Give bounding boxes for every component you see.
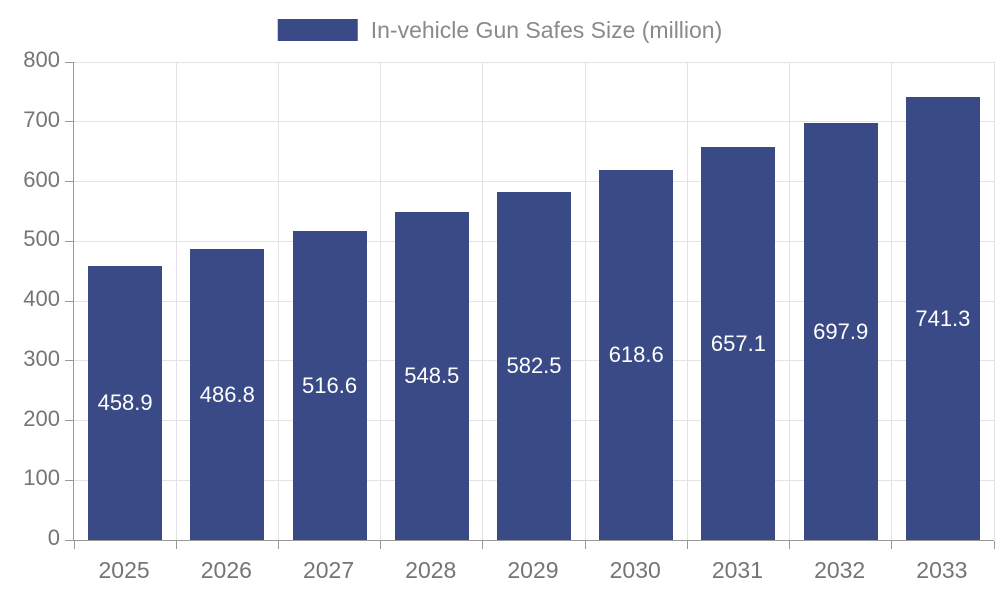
gridline-x-boundary-6 [686,62,688,540]
y-axis-tick [65,420,73,421]
bar-value-label: 697.9 [813,318,869,344]
bar-value-label: 458.9 [97,389,153,415]
x-axis-label-2025: 2025 [98,557,150,583]
x-axis-label-2031: 2031 [711,557,764,583]
gridline-x-boundary-1 [175,62,177,540]
y-axis-tick [65,61,73,63]
bar-value-label: 618.6 [608,342,664,368]
y-axis-tick-label: 400 [23,286,60,311]
bar-2029[interactable]: 582.5 [497,191,571,540]
plot-area: 458.9 486.8 516.6 548.5 582.5 618.6 657.1 697.9… [65,61,995,549]
gridline-x-boundary-8 [891,62,893,540]
x-axis-tick [686,541,688,549]
legend-swatch [277,19,358,41]
gridline-x-boundary-9 [993,62,995,540]
x-axis-tick [380,541,382,549]
x-axis-label-2032: 2032 [814,557,866,583]
x-axis-tick [584,541,586,549]
gridline-y-800 [74,61,994,63]
legend-item[interactable]: In-vehicle Gun Safes Size (million) [277,16,723,44]
bar-value-label: 582.5 [506,352,562,378]
bar-value-label: 657.1 [710,330,766,356]
bar-2032[interactable]: 697.9 [803,123,878,540]
x-axis-label-2030: 2030 [609,557,661,583]
gridline-x-boundary-7 [789,62,791,540]
bar-value-label: 548.5 [404,363,460,389]
x-axis-label-2027: 2027 [302,557,355,583]
x-axis-labels: 2025 2026 2027 2028 2029 2030 2031 2032 2033 [73,556,993,588]
y-axis-labels: 0 100 200 300 400 500 600 700 800 [0,47,60,550]
y-axis-tick [65,360,73,362]
y-axis-tick [65,479,73,481]
y-axis-tick-label: 600 [23,166,60,192]
y-axis-tick [65,121,73,123]
bar-value-label: 516.6 [302,372,358,398]
x-axis-label-2028: 2028 [405,557,457,583]
y-axis-tick [65,240,73,242]
gridline-x-boundary-5 [584,62,586,540]
bar-2028[interactable]: 548.5 [394,212,469,540]
bar-2026[interactable]: 486.8 [190,249,265,540]
x-axis-tick [891,541,893,549]
x-axis-tick [789,541,791,549]
gridline-x-boundary-4 [482,62,484,540]
x-axis-label-2029: 2029 [507,557,559,583]
y-axis-tick-label: 500 [23,226,60,252]
bar-2025[interactable]: 458.9 [88,265,163,540]
bar-value-label: 741.3 [915,305,971,331]
legend-label: In-vehicle Gun Safes Size (million) [370,17,723,43]
y-axis-tick-label: 700 [23,106,60,132]
x-axis-label-2033: 2033 [916,557,968,583]
gridline-y-600 [74,181,994,182]
x-axis-tick [993,541,995,549]
bar-2027[interactable]: 516.6 [292,231,367,540]
x-axis-label-2026: 2026 [200,557,252,583]
x-axis-tick [74,541,75,549]
y-axis-tick-label: 0 [47,525,60,550]
x-axis-tick [277,541,279,549]
y-axis-tick-label: 200 [23,405,60,431]
bar-2030[interactable]: 618.6 [599,170,674,540]
y-axis-tick-label: 800 [23,47,60,72]
bar-value-label: 486.8 [199,381,255,407]
y-axis-tick-label: 100 [23,465,60,491]
y-axis-tick [65,300,73,302]
gridline-x-boundary-3 [380,62,382,540]
x-axis-tick [482,541,484,549]
bar-2033[interactable]: 741.3 [905,97,980,540]
y-axis-tick [65,539,73,541]
y-axis-tick [65,181,73,182]
gridline-x-boundary-2 [277,62,279,540]
x-axis-tick [175,541,177,549]
gridline-y-700 [74,121,994,123]
bar-2031[interactable]: 657.1 [701,147,776,540]
y-axis-tick-label: 300 [23,345,60,371]
